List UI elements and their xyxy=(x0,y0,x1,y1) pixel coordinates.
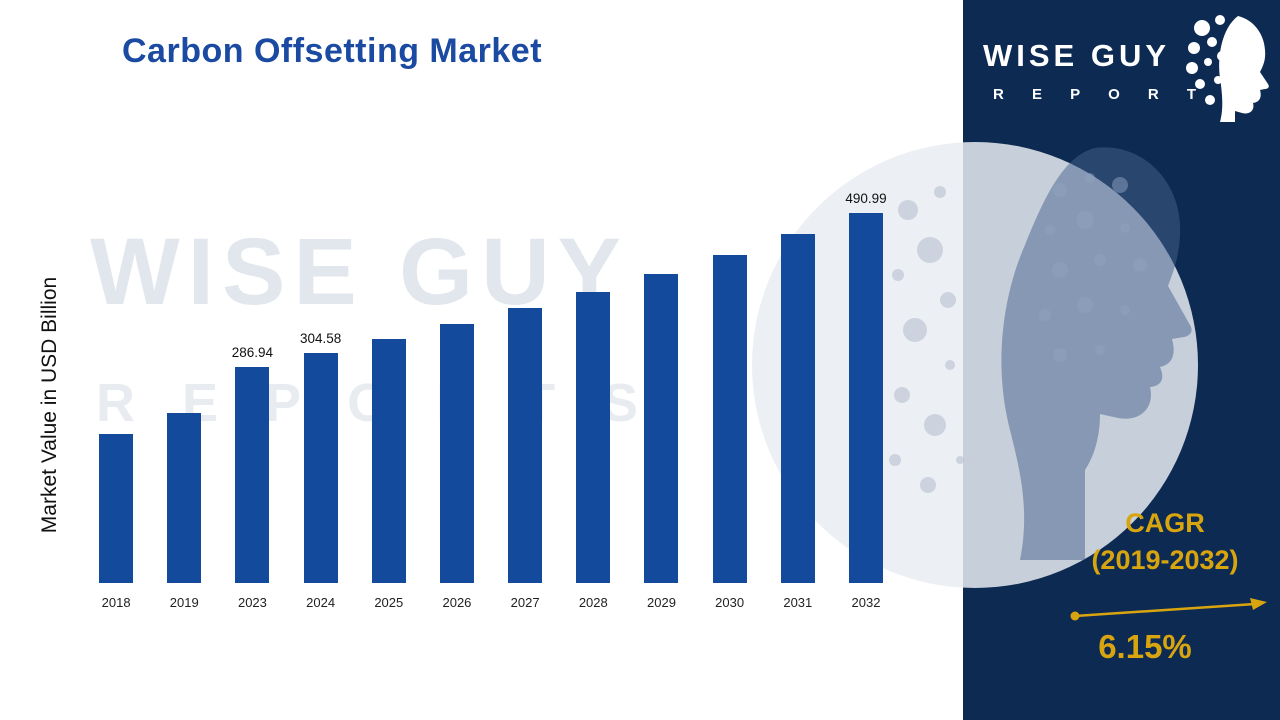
bar-value-label: 490.99 xyxy=(845,191,887,206)
bar-group: 490.99 2032 xyxy=(832,160,900,610)
bar-group: 2029 xyxy=(627,160,695,610)
cagr-label: CAGR xyxy=(1125,508,1205,538)
watermark-line1: WISE GUY xyxy=(90,219,630,325)
x-axis-tick-label: 2030 xyxy=(715,595,745,610)
bar xyxy=(644,274,679,583)
logo-subtext: R E P O R T S xyxy=(993,86,1247,103)
chart-title: Carbon Offsetting Market xyxy=(122,32,543,70)
bar-group: 2030 xyxy=(696,160,764,610)
bar-group: 2018 xyxy=(82,160,150,610)
bar xyxy=(235,367,270,583)
x-axis-tick-label: 2029 xyxy=(647,595,676,610)
x-axis-tick-label: 2024 xyxy=(306,595,336,610)
x-axis-tick-label: 2018 xyxy=(101,595,131,610)
bar xyxy=(167,413,202,583)
bar xyxy=(848,213,883,583)
bar xyxy=(439,324,474,583)
x-axis-tick-label: 2026 xyxy=(442,595,472,610)
x-axis-tick-label: 2019 xyxy=(169,595,199,610)
logo-wordmark: WISE GUY xyxy=(983,38,1171,73)
bar xyxy=(576,292,611,583)
decorative-dots-icon xyxy=(889,186,964,493)
bar-group: 2031 xyxy=(764,160,832,610)
bar xyxy=(303,353,338,583)
head-silhouette-icon xyxy=(1001,147,1192,560)
bar-group: 304.58 2024 xyxy=(287,160,355,610)
bar-group: 2028 xyxy=(559,160,627,610)
x-axis-tick-label: 2028 xyxy=(578,595,608,610)
bar-group: 2026 xyxy=(423,160,491,610)
cagr-arrow-icon xyxy=(1070,598,1267,621)
bar-group: 2025 xyxy=(355,160,423,610)
cagr-range: (2019-2032) xyxy=(1091,545,1239,575)
x-axis-tick-label: 2023 xyxy=(237,595,267,610)
bar xyxy=(508,308,543,583)
bar xyxy=(99,434,134,583)
x-axis-tick-label: 2025 xyxy=(374,595,404,610)
bar xyxy=(780,234,815,583)
bar-chart: 2018 2019 286.94 2023 304.58 2024 2025 2026 2027… xyxy=(82,160,900,610)
y-axis-label: Market Value in USD Billion xyxy=(38,276,61,534)
x-axis-tick-label: 2031 xyxy=(783,595,813,610)
bar xyxy=(371,339,406,583)
bar-group: 286.94 2023 xyxy=(218,160,286,610)
x-axis-tick-label: 2027 xyxy=(510,595,540,610)
bar-group: 2019 xyxy=(150,160,218,610)
x-axis-tick-label: 2032 xyxy=(851,595,881,610)
head-profile-dots-icon xyxy=(1186,15,1269,122)
bar-value-label: 304.58 xyxy=(299,331,342,346)
bar-group: 2027 xyxy=(491,160,559,610)
bar-value-label: 286.94 xyxy=(231,345,274,360)
cagr-block: CAGR (2019-2032) xyxy=(1060,508,1270,576)
cagr-value: 6.15% xyxy=(1098,628,1192,665)
bar xyxy=(712,255,747,583)
